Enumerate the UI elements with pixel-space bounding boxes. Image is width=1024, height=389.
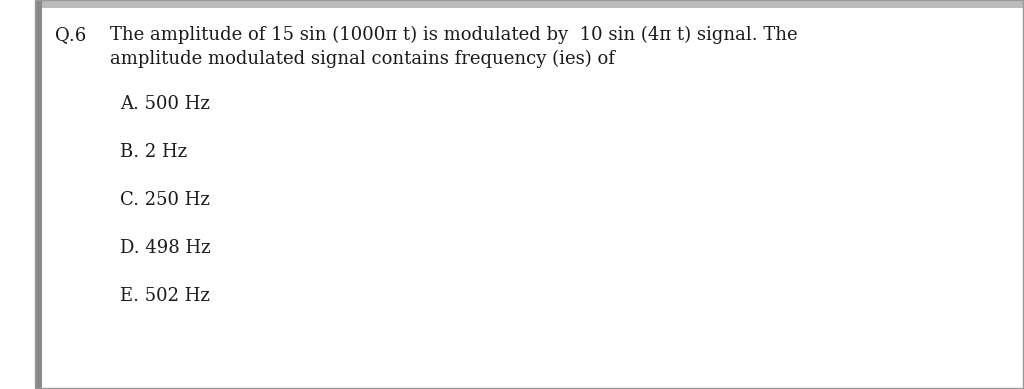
Text: amplitude modulated signal contains frequency (ies) of: amplitude modulated signal contains freq… (110, 50, 614, 68)
Text: C. 250 Hz: C. 250 Hz (120, 191, 210, 209)
Bar (35, 0, 42, 389)
Text: D. 498 Hz: D. 498 Hz (120, 239, 211, 257)
Text: The amplitude of 15 sin (1000π t) is modulated by  10 sin (4π t) signal. The: The amplitude of 15 sin (1000π t) is mod… (110, 26, 798, 44)
Text: A. 500 Hz: A. 500 Hz (120, 95, 210, 113)
Text: Q.6: Q.6 (55, 26, 86, 44)
Text: E. 502 Hz: E. 502 Hz (120, 287, 210, 305)
Text: B. 2 Hz: B. 2 Hz (120, 143, 187, 161)
Bar (35, 0, 1024, 8)
